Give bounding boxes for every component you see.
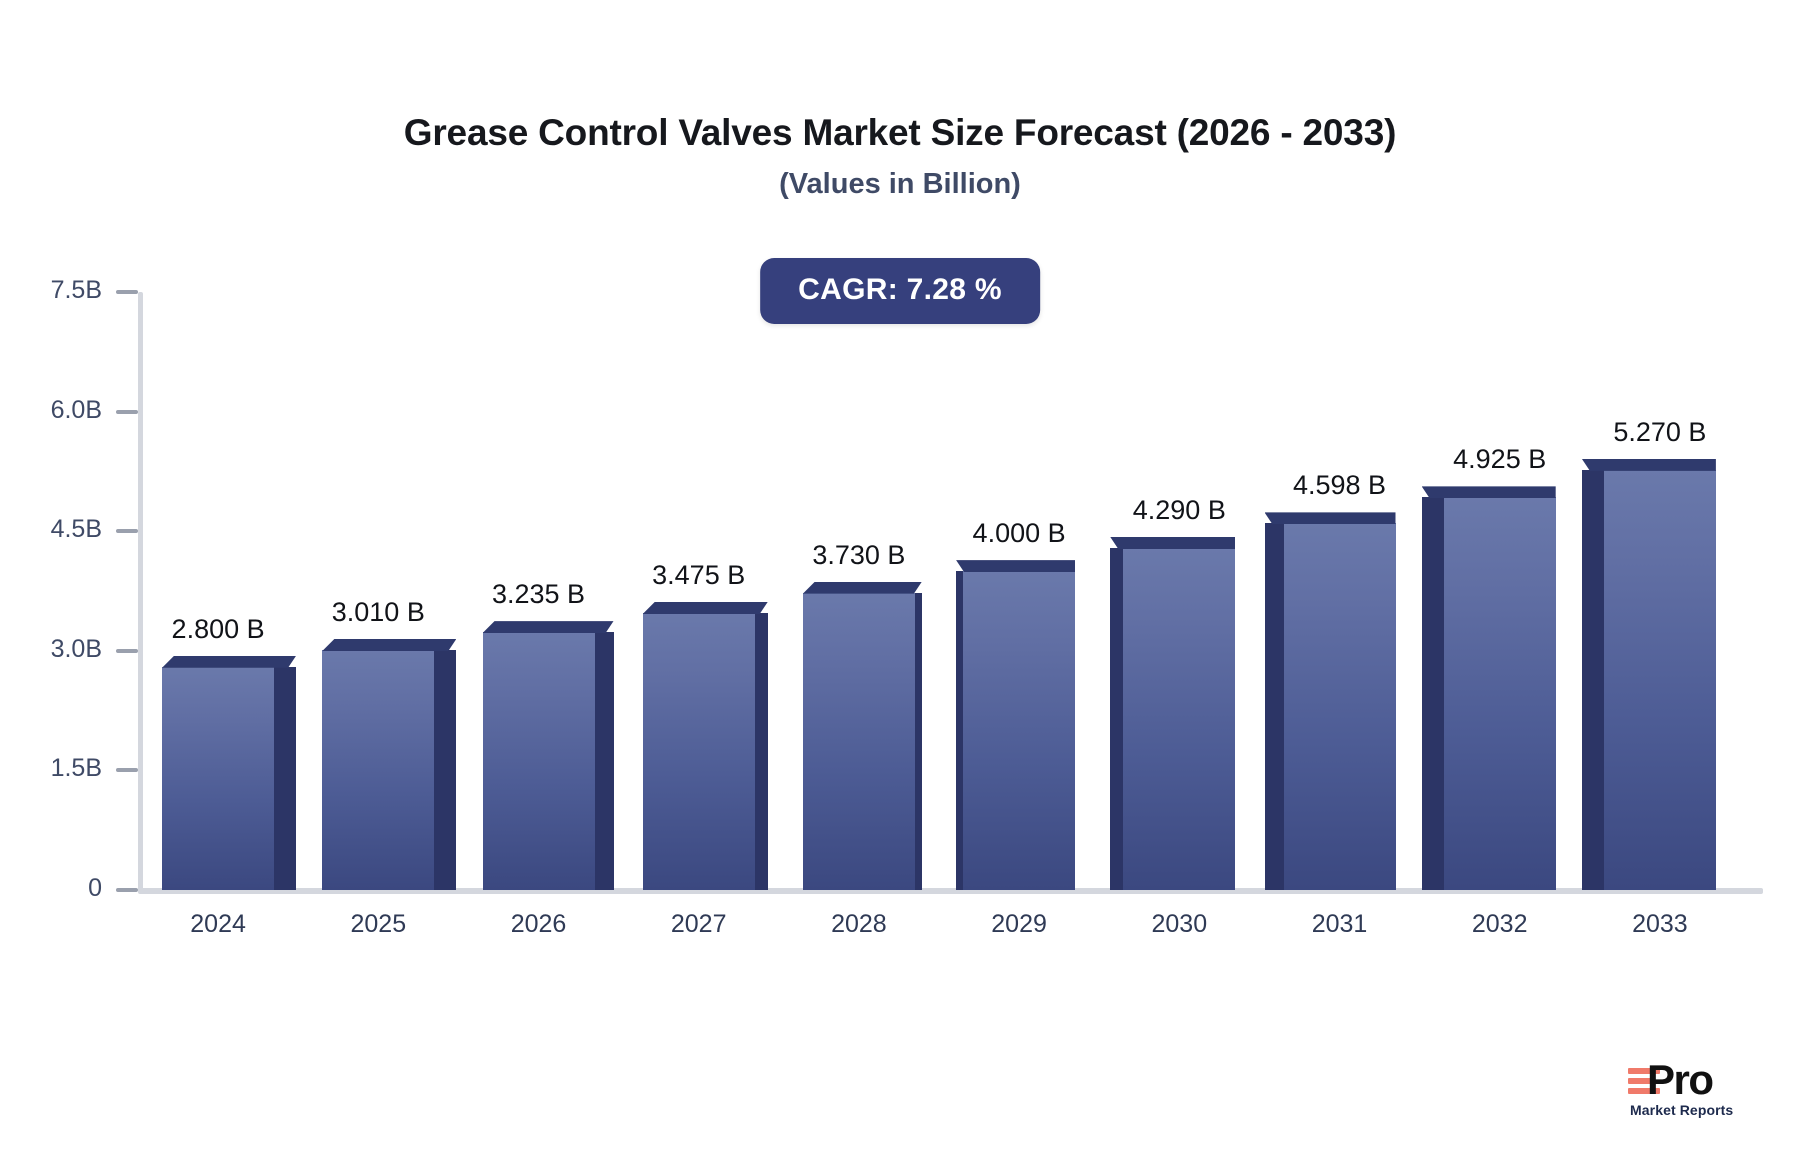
bar-front-face	[1603, 469, 1716, 890]
bar-top-face	[1110, 536, 1236, 549]
bar-top-face	[162, 656, 296, 668]
bar-side-face	[1110, 547, 1124, 890]
y-axis: 7.5B 6.0B 4.5B 3.0B 1.5B 0	[0, 276, 138, 902]
bar-value-label: 4.598 B	[1292, 470, 1387, 501]
y-tick-label: 0	[88, 874, 102, 902]
bar[interactable]	[1421, 486, 1556, 890]
bar[interactable]	[162, 666, 297, 890]
x-axis-line	[138, 888, 1763, 894]
bar-group[interactable]: 4.290 B 2030	[1110, 292, 1236, 938]
bar-group[interactable]: 3.235 B 2026	[482, 292, 614, 938]
bar-top-face	[956, 560, 1076, 573]
bar-group[interactable]: 4.000 B 2029	[956, 292, 1076, 938]
bar-front-face	[1443, 497, 1556, 890]
x-axis-label: 2027	[670, 910, 727, 938]
x-axis-label: 2025	[350, 910, 407, 938]
bar-front-face	[802, 592, 915, 890]
bar-top-face	[1264, 512, 1396, 525]
bar-top-face	[322, 639, 456, 651]
logo-bar-1	[1628, 1068, 1660, 1074]
bar-side-face	[1421, 497, 1444, 890]
y-tick-mark	[116, 648, 138, 653]
y-tick-label: 4.5B	[50, 515, 102, 544]
x-axis-label: 2032	[1471, 910, 1528, 938]
brand-logo: Pro Market Reports	[1628, 1054, 1748, 1124]
x-axis-label: 2026	[510, 910, 567, 938]
bar-front-face	[642, 612, 755, 890]
y-tick-mark	[116, 888, 138, 892]
logo-bar-2	[1628, 1078, 1654, 1084]
bar-front-face	[482, 632, 595, 890]
bar-side-face	[594, 632, 614, 890]
bar-group[interactable]: 4.598 B 2031	[1264, 292, 1396, 938]
bar-front-face	[1283, 523, 1396, 890]
bar-group[interactable]: 5.270 B 2033	[1581, 292, 1716, 938]
bar[interactable]	[322, 650, 457, 890]
bar-side-face	[1581, 469, 1604, 890]
bar-side-face	[1264, 523, 1284, 890]
bar[interactable]	[802, 592, 922, 890]
bar[interactable]	[1264, 512, 1396, 890]
bar[interactable]	[642, 612, 768, 890]
bar-value-label: 3.475 B	[652, 559, 746, 590]
bar[interactable]	[482, 632, 614, 890]
logo-bars-icon	[1628, 1066, 1662, 1102]
bar-group[interactable]: 3.730 B 2028	[802, 292, 922, 938]
x-axis-label: 2033	[1632, 910, 1688, 938]
bar[interactable]	[956, 560, 1076, 890]
bar-side-face	[914, 592, 922, 890]
bar-top-face	[803, 582, 922, 594]
y-tick-label: 7.5B	[50, 276, 102, 304]
bar-side-face	[274, 666, 297, 890]
bar-top-face	[643, 602, 768, 614]
bar-group[interactable]: 3.475 B 2027	[642, 292, 768, 938]
bar-top-face	[483, 621, 614, 633]
y-tick-mark	[116, 768, 138, 773]
bar-group[interactable]: 3.010 B 2025	[322, 292, 457, 938]
bar-side-face	[754, 612, 768, 890]
logo-bar-3	[1628, 1088, 1660, 1094]
plot-area: 2.800 B 2024 3.010 B 2025 3.235 B 2026 3.475 B…	[138, 292, 1740, 938]
bar-front-face	[1123, 547, 1236, 890]
bar-top-face	[1581, 458, 1716, 471]
y-tick-mark	[116, 409, 138, 414]
chart-subtitle: (Values in Billion)	[779, 168, 1021, 200]
bar-value-label: 2.800 B	[171, 613, 265, 644]
bar-front-face	[162, 666, 275, 890]
bar-series: 2.800 B 2024 3.010 B 2025 3.235 B 2026 3.475 B…	[138, 292, 1740, 938]
bar-side-face	[434, 650, 457, 890]
bar[interactable]	[1110, 536, 1236, 890]
bar-side-face	[956, 571, 964, 890]
x-axis-label: 2030	[1151, 910, 1208, 938]
bar-value-label: 4.000 B	[972, 518, 1066, 549]
x-axis-label: 2028	[831, 910, 887, 938]
y-tick-label: 1.5B	[50, 754, 102, 783]
y-tick-label: 6.0B	[50, 395, 102, 424]
x-axis-label: 2031	[1311, 910, 1368, 938]
y-axis-line	[138, 292, 143, 892]
bar-front-face	[963, 571, 1076, 890]
y-tick-mark	[116, 290, 138, 294]
bar-value-label: 3.010 B	[331, 597, 425, 628]
bar-value-label: 3.730 B	[812, 539, 906, 570]
bar-group[interactable]: 2.800 B 2024	[162, 292, 297, 938]
bar-front-face	[322, 650, 435, 890]
bar-value-label: 4.290 B	[1132, 494, 1226, 525]
x-axis-label: 2024	[190, 910, 246, 938]
y-tick-label: 3.0B	[50, 634, 102, 663]
bar-top-face	[1421, 486, 1556, 499]
bar[interactable]	[1581, 458, 1716, 890]
y-tick-mark	[116, 529, 138, 534]
logo-wordmark: Pro	[1647, 1056, 1714, 1103]
bar-group[interactable]: 4.925 B 2032	[1421, 292, 1556, 938]
bar-value-label: 5.270 B	[1613, 416, 1707, 447]
logo-tagline: Market Reports	[1630, 1102, 1734, 1118]
x-axis-label: 2029	[991, 910, 1047, 938]
bar-value-label: 4.925 B	[1453, 444, 1547, 475]
bar-value-label: 3.235 B	[491, 579, 586, 610]
cagr-badge: CAGR: 7.28 %	[760, 258, 1040, 324]
chart-title: Grease Control Valves Market Size Foreca…	[403, 112, 1397, 153]
